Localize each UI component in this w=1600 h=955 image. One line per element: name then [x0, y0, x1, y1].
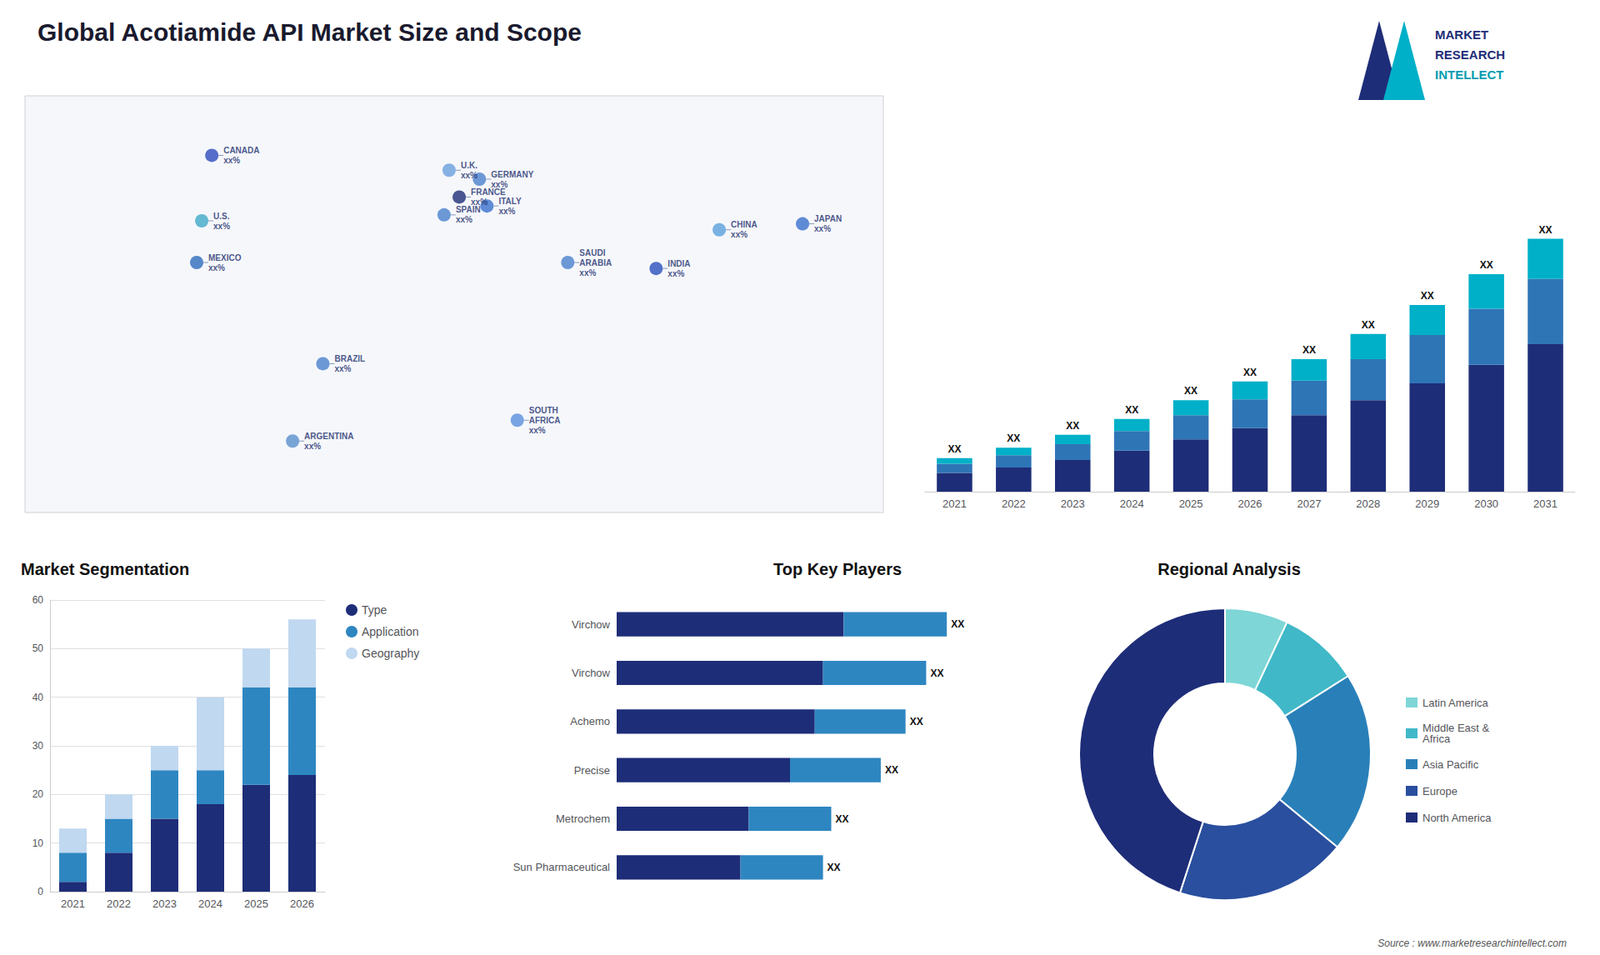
svg-text:MARKET: MARKET — [1435, 27, 1489, 42]
svg-text:xx%: xx% — [208, 263, 225, 273]
svg-text:2028: 2028 — [1355, 497, 1380, 510]
svg-text:XX: XX — [1243, 366, 1257, 379]
svg-text:2021: 2021 — [942, 497, 967, 510]
svg-text:JAPAN: JAPAN — [814, 214, 842, 224]
svg-text:Middle East &: Middle East & — [1422, 721, 1490, 735]
svg-text:XX: XX — [1065, 420, 1080, 432]
svg-text:50: 50 — [32, 642, 45, 655]
svg-text:2022: 2022 — [1001, 497, 1026, 510]
svg-text:60: 60 — [32, 594, 45, 606]
svg-text:Market Segmentation: Market Segmentation — [20, 560, 190, 579]
svg-text:XX: XX — [950, 618, 965, 630]
svg-text:Precise: Precise — [574, 764, 610, 777]
svg-text:U.K.: U.K. — [460, 160, 478, 170]
svg-text:2024: 2024 — [1120, 497, 1145, 510]
svg-text:Top Key Players: Top Key Players — [773, 560, 902, 579]
svg-text:CHINA: CHINA — [730, 220, 758, 230]
svg-text:Latin America: Latin America — [1422, 696, 1490, 710]
svg-text:2025: 2025 — [1179, 497, 1204, 510]
svg-text:ARABIA: ARABIA — [579, 258, 612, 268]
svg-text:Regional Analysis: Regional Analysis — [1157, 560, 1301, 579]
svg-text:MEXICO: MEXICO — [208, 253, 242, 263]
svg-text:SPAIN: SPAIN — [455, 205, 481, 215]
svg-text:XX: XX — [835, 813, 850, 825]
svg-text:Virchow: Virchow — [571, 618, 611, 631]
svg-text:xx%: xx% — [470, 197, 488, 207]
svg-text:SOUTH: SOUTH — [529, 405, 559, 415]
svg-text:GERMANY: GERMANY — [490, 170, 534, 180]
svg-text:xx%: xx% — [490, 180, 508, 190]
svg-text:2031: 2031 — [1533, 497, 1558, 510]
svg-text:INDIA: INDIA — [667, 259, 690, 269]
svg-text:XX: XX — [1361, 319, 1375, 331]
svg-text:XX: XX — [1184, 385, 1198, 397]
svg-text:2023: 2023 — [1060, 497, 1085, 510]
svg-text:xx%: xx% — [223, 155, 240, 165]
svg-text:INTELLECT: INTELLECT — [1435, 67, 1505, 82]
svg-text:Africa: Africa — [1422, 732, 1451, 745]
svg-text:xx%: xx% — [529, 425, 546, 435]
svg-text:XX: XX — [1006, 432, 1020, 445]
svg-text:XX: XX — [1302, 344, 1316, 356]
svg-text:U.S.: U.S. — [213, 211, 230, 221]
svg-text:2029: 2029 — [1415, 497, 1440, 510]
svg-text:30: 30 — [32, 740, 45, 752]
svg-text:SAUDI: SAUDI — [579, 248, 605, 258]
svg-text:2022: 2022 — [106, 897, 131, 910]
svg-text:xx%: xx% — [667, 269, 685, 279]
svg-text:FRANCE: FRANCE — [470, 187, 506, 197]
svg-text:2030: 2030 — [1474, 497, 1499, 510]
svg-text:xx%: xx% — [213, 221, 230, 231]
svg-text:Asia Pacific: Asia Pacific — [1422, 758, 1480, 771]
svg-text:xx%: xx% — [334, 364, 351, 374]
svg-text:Type: Type — [361, 603, 388, 617]
svg-text:2021: 2021 — [60, 897, 85, 910]
svg-text:xx%: xx% — [455, 215, 473, 225]
svg-text:2026: 2026 — [290, 897, 315, 910]
svg-text:RESEARCH: RESEARCH — [1435, 47, 1505, 62]
svg-text:Metrochem: Metrochem — [555, 812, 610, 825]
svg-text:xx%: xx% — [304, 441, 321, 451]
svg-text:Achemo: Achemo — [570, 715, 610, 728]
svg-text:BRAZIL: BRAZIL — [334, 354, 365, 364]
svg-text:xx%: xx% — [579, 268, 596, 278]
svg-text:20: 20 — [32, 788, 45, 800]
svg-text:xx%: xx% — [814, 224, 831, 234]
svg-text:2025: 2025 — [244, 897, 269, 910]
svg-text:xx%: xx% — [498, 206, 515, 216]
svg-text:CANADA: CANADA — [223, 145, 260, 155]
svg-text:Application: Application — [361, 625, 420, 639]
svg-text:XX: XX — [1420, 290, 1435, 302]
svg-text:XX: XX — [1539, 224, 1553, 236]
svg-text:XX: XX — [885, 764, 899, 776]
svg-text:North America: North America — [1422, 811, 1492, 825]
svg-text:xx%: xx% — [460, 170, 478, 180]
svg-text:2023: 2023 — [152, 897, 177, 910]
svg-text:ITALY: ITALY — [498, 196, 522, 206]
svg-text:Sun Pharmaceutical: Sun Pharmaceutical — [513, 860, 610, 874]
svg-text:XX: XX — [947, 443, 961, 455]
svg-text:2027: 2027 — [1296, 497, 1321, 510]
svg-text:Global Acotiamide API Market S: Global Acotiamide API Market Size and Sc… — [37, 18, 582, 46]
svg-text:XX: XX — [930, 667, 944, 680]
svg-text:Geography: Geography — [361, 646, 420, 660]
svg-text:Europe: Europe — [1422, 785, 1458, 798]
svg-text:XX: XX — [1480, 259, 1494, 271]
svg-text:2026: 2026 — [1238, 497, 1263, 510]
svg-text:xx%: xx% — [730, 230, 748, 240]
svg-text:Source : www.marketresearchint: Source : www.marketresearchintellect.com — [1377, 937, 1567, 950]
svg-text:AFRICA: AFRICA — [529, 415, 561, 425]
svg-text:10: 10 — [32, 837, 45, 850]
svg-text:0: 0 — [37, 885, 44, 898]
svg-text:XX: XX — [910, 715, 924, 728]
svg-text:40: 40 — [32, 691, 45, 704]
svg-text:2024: 2024 — [198, 897, 223, 910]
svg-text:Virchow: Virchow — [571, 666, 611, 680]
svg-text:XX: XX — [1125, 404, 1139, 416]
svg-text:XX: XX — [827, 861, 841, 874]
svg-text:ARGENTINA: ARGENTINA — [304, 431, 354, 441]
